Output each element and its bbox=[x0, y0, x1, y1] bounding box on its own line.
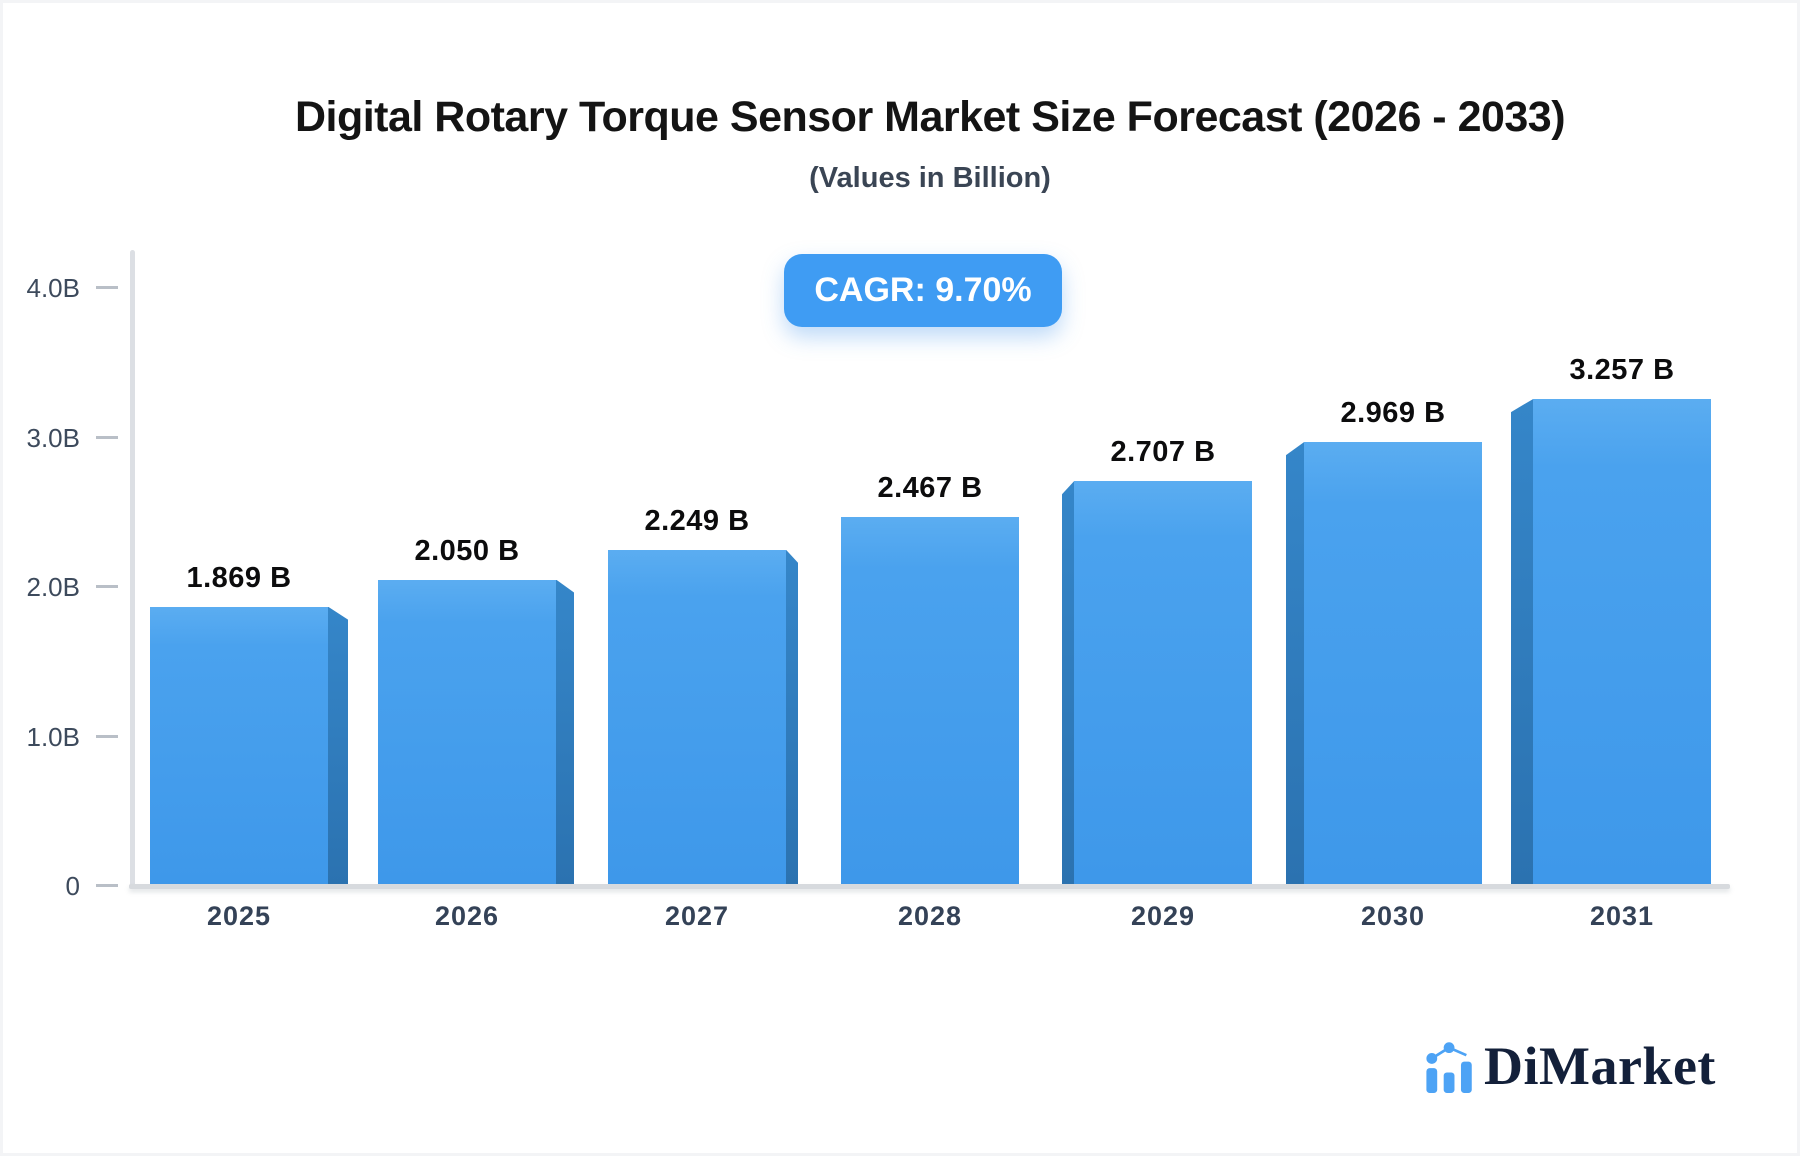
y-tick-label: 0 bbox=[65, 871, 80, 901]
y-tick-label: 4.0B bbox=[26, 273, 81, 303]
bar bbox=[378, 579, 556, 886]
y-tick-mark bbox=[96, 435, 118, 439]
y-axis-line bbox=[130, 250, 135, 888]
bar bbox=[841, 517, 1019, 886]
bar-value-label: 2.707 B bbox=[1110, 436, 1216, 469]
chart-header: Digital Rotary Torque Sensor Market Size… bbox=[60, 92, 1800, 195]
x-tick-label: 2026 bbox=[434, 901, 500, 931]
bar-chart-logo-icon bbox=[1426, 1042, 1472, 1093]
bar-value-label: 2.249 B bbox=[644, 504, 750, 537]
bar-side-face bbox=[556, 579, 574, 886]
bar bbox=[1074, 481, 1252, 886]
y-tick-mark bbox=[96, 734, 118, 738]
cagr-badge-label: CAGR: 9.70% bbox=[814, 271, 1032, 309]
bar-side-face bbox=[1062, 481, 1074, 886]
chart-subtitle: (Values in Billion) bbox=[809, 162, 1051, 194]
bar-side-face bbox=[1286, 442, 1304, 886]
logo-text: DiMarket bbox=[1484, 1036, 1716, 1096]
y-tick-label: 3.0B bbox=[26, 422, 81, 453]
bar bbox=[1533, 399, 1711, 886]
x-tick-label: 2027 bbox=[664, 901, 730, 931]
bar-side-face bbox=[786, 549, 798, 886]
x-tick-label: 2030 bbox=[1360, 901, 1426, 931]
bar bbox=[150, 606, 328, 886]
x-axis-line bbox=[129, 884, 1730, 889]
bar-side-face bbox=[328, 606, 348, 886]
bar bbox=[608, 549, 786, 886]
x-tick-label: 2025 bbox=[206, 901, 272, 931]
y-tick-mark bbox=[96, 884, 118, 887]
x-tick-label: 2029 bbox=[1130, 901, 1196, 931]
dimarket-logo: DiMarket bbox=[1422, 1036, 1716, 1096]
bar-value-label: 1.869 B bbox=[186, 561, 292, 594]
x-tick-label: 2028 bbox=[897, 901, 963, 931]
bar-value-label: 3.257 B bbox=[1569, 354, 1675, 387]
y-tick-mark bbox=[96, 286, 118, 289]
cagr-badge: CAGR: 9.70% bbox=[784, 254, 1062, 327]
bar-side-face bbox=[1511, 399, 1533, 886]
y-tick-label: 2.0B bbox=[26, 572, 81, 602]
bar bbox=[1304, 442, 1482, 886]
bar-value-label: 2.467 B bbox=[877, 472, 983, 505]
bar-value-label: 2.969 B bbox=[1340, 397, 1446, 430]
x-tick-label: 2031 bbox=[1589, 901, 1655, 931]
bar-value-label: 2.050 B bbox=[414, 534, 520, 567]
y-tick-label: 1.0B bbox=[26, 721, 81, 752]
y-tick-mark bbox=[96, 585, 118, 588]
chart-title: Digital Rotary Torque Sensor Market Size… bbox=[294, 93, 1566, 141]
